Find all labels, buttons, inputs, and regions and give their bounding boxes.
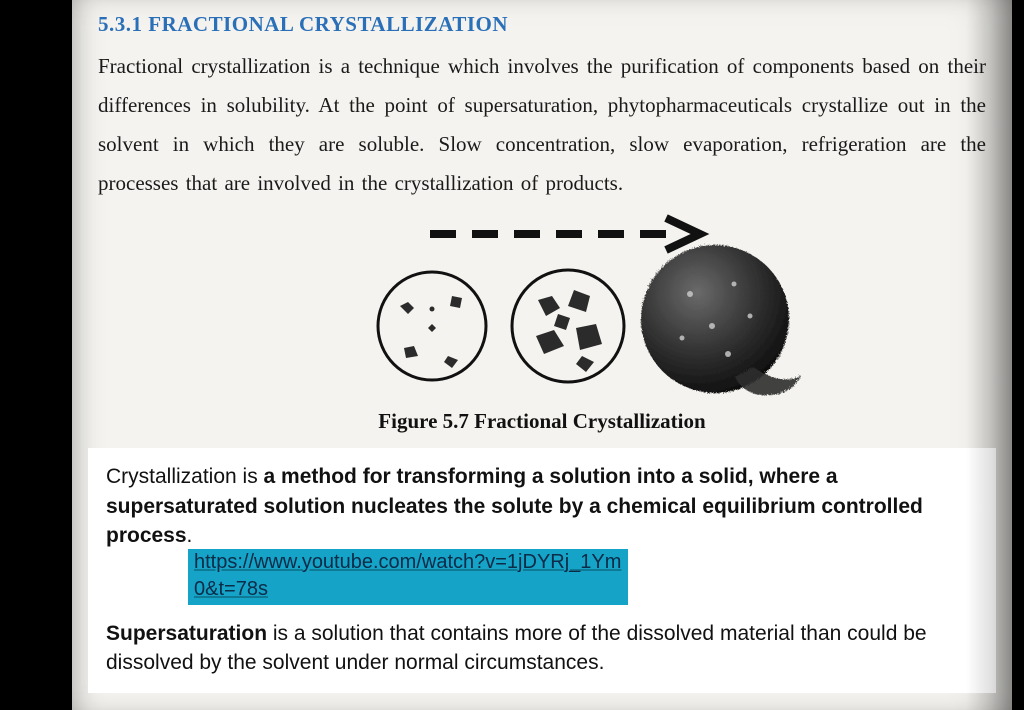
def1-pre: Crystallization is (106, 465, 264, 488)
supersaturation-definition: Supersaturation is a solution that conta… (106, 619, 978, 678)
youtube-link[interactable]: https://www.youtube.com/watch?v=1jDYRj_1… (188, 549, 628, 605)
crystallization-diagram-icon (282, 206, 802, 401)
page: 5.3.1 FRACTIONAL CRYSTALLIZATION Fractio… (72, 0, 1012, 710)
section-heading: 5.3.1 FRACTIONAL CRYSTALLIZATION (98, 12, 986, 37)
def1-post: . (187, 524, 193, 547)
crystallization-definition: Crystallization is a method for transfor… (106, 462, 978, 604)
figure-caption: Figure 5.7 Fractional Crystallization (378, 409, 705, 434)
definitions-block: Crystallization is a method for transfor… (88, 448, 996, 693)
intro-paragraph: Fractional crystallization is a techniqu… (98, 47, 986, 202)
def2-term: Supersaturation (106, 622, 267, 645)
figure: Figure 5.7 Fractional Crystallization (98, 206, 986, 434)
